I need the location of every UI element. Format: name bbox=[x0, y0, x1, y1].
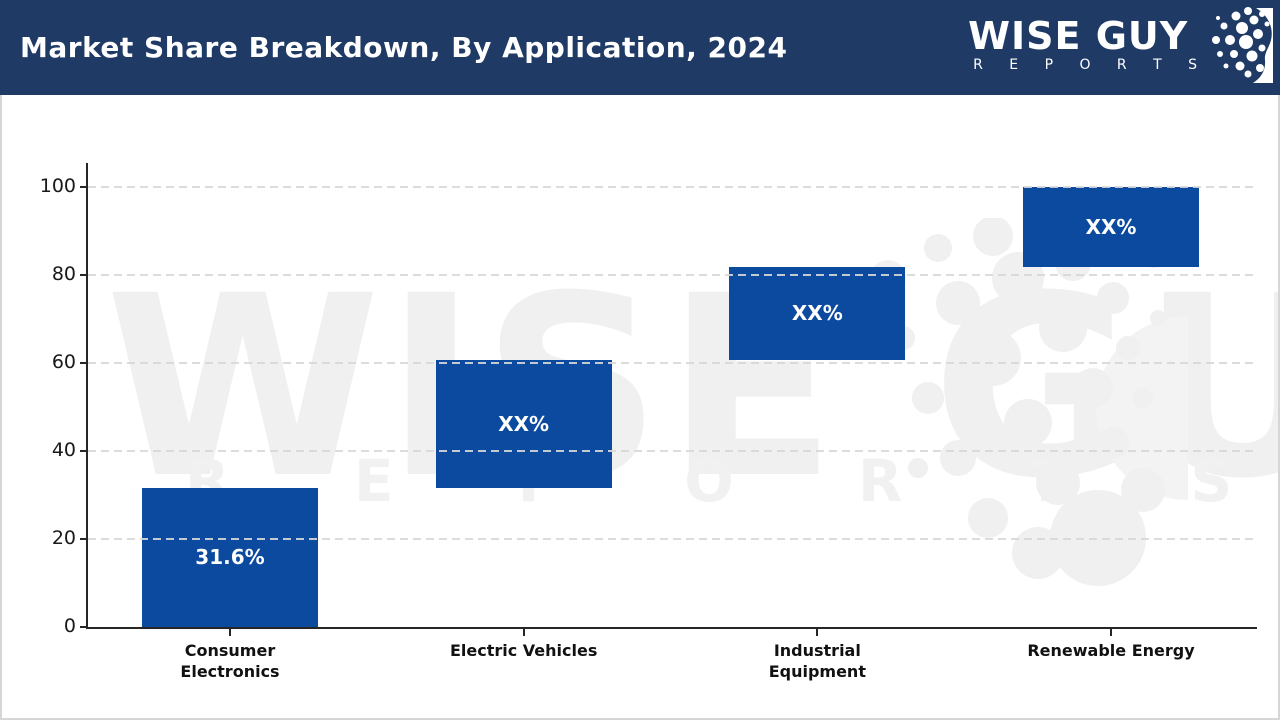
x-tick-mark bbox=[816, 628, 819, 636]
gridline-y40 bbox=[88, 450, 1257, 452]
logo-reports-text: R E P O R T S bbox=[973, 57, 1208, 74]
y-tick-mark bbox=[80, 626, 88, 628]
bar-electric-vehicles: XX% bbox=[435, 359, 612, 488]
bar-renewable-energy: XX% bbox=[1023, 187, 1199, 268]
x-category-line: Renewable Energy bbox=[1027, 641, 1195, 660]
wise-guy-logo: WISE GUY R E P O R T S bbox=[968, 6, 1274, 84]
gridline-y100 bbox=[88, 186, 1257, 188]
dotted-head-icon bbox=[1212, 7, 1273, 83]
gridline-y20 bbox=[88, 538, 1257, 540]
page-title: Market Share Breakdown, By Application, … bbox=[20, 31, 788, 64]
bar-value-label: 31.6% bbox=[195, 545, 265, 570]
x-category-label-electric-vehicles: Electric Vehicles bbox=[384, 640, 664, 661]
y-tick-mark bbox=[80, 450, 88, 452]
x-category-label-industrial-equipment: Industrial Equipment bbox=[677, 640, 957, 682]
x-category-label-consumer-electronics: Consumer Electronics bbox=[90, 640, 370, 682]
y-tick-mark bbox=[80, 538, 88, 540]
x-category-label-renewable-energy: Renewable Energy bbox=[971, 640, 1251, 661]
logo-text-block: WISE GUY R E P O R T S bbox=[968, 13, 1208, 74]
x-category-line: Consumer bbox=[184, 641, 276, 660]
x-tick-mark bbox=[229, 628, 231, 636]
y-tick-label: 100 bbox=[39, 175, 76, 197]
y-tick-label: 60 bbox=[51, 351, 76, 373]
x-category-line: Industrial bbox=[773, 641, 861, 660]
right-border bbox=[1278, 95, 1280, 720]
x-category-line: Electric Vehicles bbox=[449, 641, 598, 660]
y-tick-label: 0 bbox=[63, 615, 76, 637]
bar-value-label: XX% bbox=[498, 411, 550, 436]
x-category-line: Electronics bbox=[180, 662, 280, 681]
y-tick-label: 20 bbox=[51, 527, 76, 549]
y-tick-mark bbox=[80, 186, 88, 188]
bar-consumer-electronics: 31.6% bbox=[142, 487, 318, 627]
y-tick-label: 80 bbox=[51, 263, 76, 285]
bar-industrial-equipment: XX% bbox=[729, 267, 906, 360]
x-tick-mark bbox=[1110, 628, 1112, 636]
y-tick-label: 40 bbox=[51, 439, 76, 461]
header-band: Market Share Breakdown, By Application, … bbox=[0, 0, 1280, 95]
left-border bbox=[0, 95, 2, 720]
gridline-y80 bbox=[88, 274, 1257, 276]
bar-value-label: XX% bbox=[791, 301, 843, 326]
x-tick-mark bbox=[522, 628, 525, 636]
y-axis bbox=[86, 163, 88, 629]
logo-name-text: WISE GUY bbox=[968, 13, 1189, 58]
x-category-line: Equipment bbox=[768, 662, 866, 681]
y-tick-mark bbox=[80, 362, 88, 364]
y-tick-mark bbox=[80, 274, 88, 276]
x-axis bbox=[86, 627, 1257, 629]
bottom-border bbox=[0, 718, 1280, 720]
gridline-y60 bbox=[88, 362, 1257, 364]
bar-value-label: XX% bbox=[1085, 215, 1137, 240]
